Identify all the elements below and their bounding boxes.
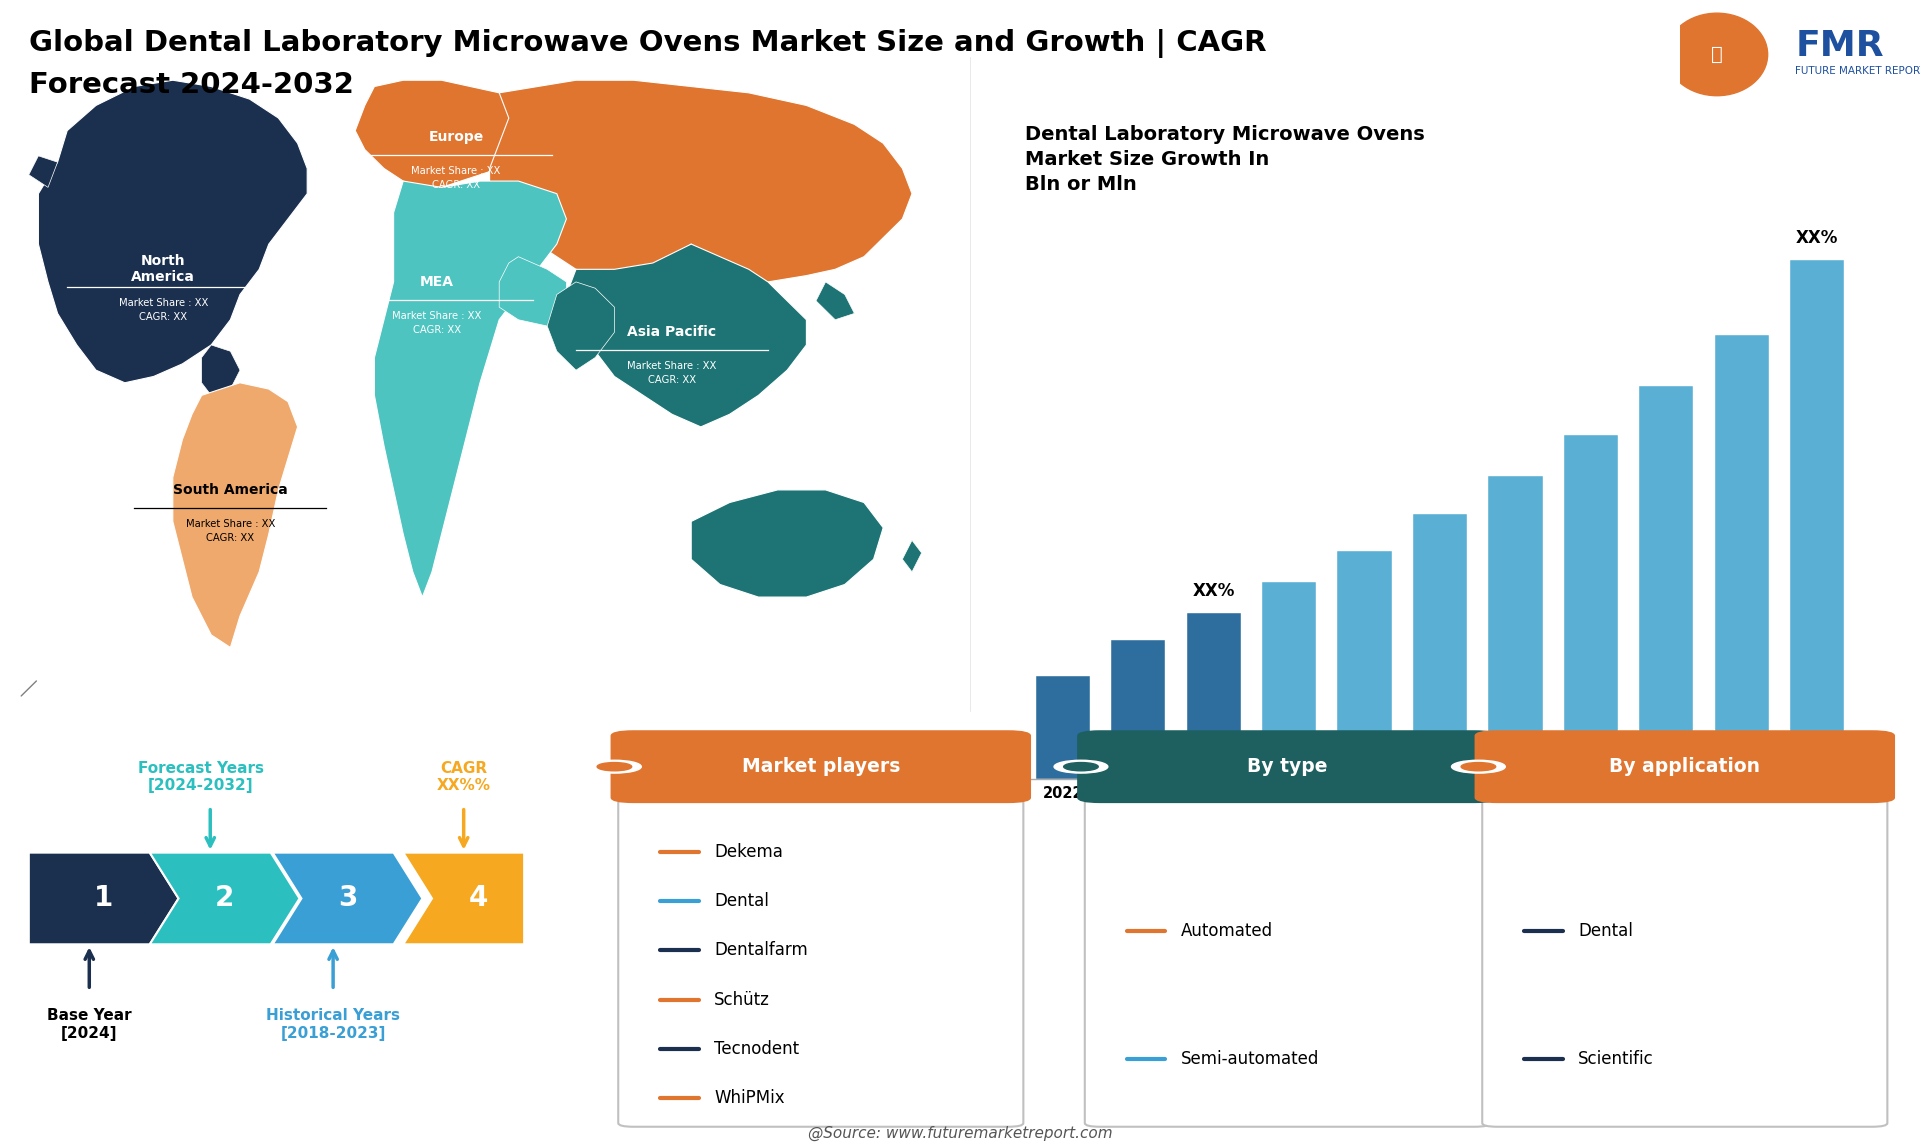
Circle shape <box>1054 760 1108 774</box>
FancyBboxPatch shape <box>1077 730 1498 803</box>
Bar <box>1413 515 1467 779</box>
Polygon shape <box>150 853 300 944</box>
FancyBboxPatch shape <box>611 730 1031 803</box>
Text: Market Share : XX
CAGR: XX: Market Share : XX CAGR: XX <box>411 166 501 190</box>
Polygon shape <box>202 345 240 395</box>
Text: 🔬: 🔬 <box>1711 45 1722 64</box>
Text: Dental: Dental <box>1578 921 1634 940</box>
Text: XX%: XX% <box>1192 582 1235 599</box>
Polygon shape <box>173 383 298 647</box>
Text: CAGR
XX%%: CAGR XX%% <box>436 761 492 793</box>
Polygon shape <box>902 540 922 572</box>
Text: MEA: MEA <box>420 275 453 289</box>
Text: Tecnodent: Tecnodent <box>714 1041 799 1058</box>
Text: 2: 2 <box>215 885 234 912</box>
Text: Base Year
[2024]: Base Year [2024] <box>46 1008 132 1041</box>
Polygon shape <box>29 853 179 944</box>
Polygon shape <box>566 244 806 426</box>
Text: Dekema: Dekema <box>714 842 783 861</box>
Text: Market Share : XX
CAGR: XX: Market Share : XX CAGR: XX <box>628 361 716 385</box>
Circle shape <box>588 760 641 774</box>
Text: FUTURE MARKET REPORT: FUTURE MARKET REPORT <box>1795 66 1920 77</box>
Text: Dental Laboratory Microwave Ovens
Market Size Growth In
Bln or Mln: Dental Laboratory Microwave Ovens Market… <box>1025 125 1425 194</box>
Text: FMR: FMR <box>1795 29 1884 63</box>
Text: Schütz: Schütz <box>714 990 770 1008</box>
Bar <box>1338 551 1392 779</box>
Text: Global Dental Laboratory Microwave Ovens Market Size and Growth | CAGR: Global Dental Laboratory Microwave Ovens… <box>29 29 1267 57</box>
Text: 4: 4 <box>468 885 488 912</box>
Bar <box>1261 582 1317 779</box>
Text: Automated: Automated <box>1181 921 1273 940</box>
Text: Scientific: Scientific <box>1578 1050 1653 1068</box>
Text: Market Share : XX
CAGR: XX: Market Share : XX CAGR: XX <box>119 298 207 322</box>
FancyBboxPatch shape <box>618 799 1023 1127</box>
Polygon shape <box>490 80 912 282</box>
Bar <box>1715 335 1768 779</box>
Polygon shape <box>816 282 854 320</box>
FancyBboxPatch shape <box>1475 730 1895 803</box>
Text: Historical Years
[2018-2023]: Historical Years [2018-2023] <box>267 1008 399 1041</box>
Bar <box>1112 641 1165 779</box>
FancyBboxPatch shape <box>1085 799 1490 1127</box>
Text: XX%: XX% <box>1795 229 1837 248</box>
FancyBboxPatch shape <box>1482 799 1887 1127</box>
Polygon shape <box>403 853 524 944</box>
Text: South America: South America <box>173 482 288 497</box>
Text: 3: 3 <box>338 885 357 912</box>
Text: Market Share : XX
CAGR: XX: Market Share : XX CAGR: XX <box>392 311 482 335</box>
Text: North
America: North America <box>131 254 196 284</box>
Polygon shape <box>374 181 566 597</box>
Bar <box>1789 260 1845 779</box>
Text: By application: By application <box>1609 758 1761 776</box>
Text: @Source: www.futuremarketreport.com: @Source: www.futuremarketreport.com <box>808 1127 1112 1141</box>
Circle shape <box>1452 760 1505 774</box>
Text: 1: 1 <box>94 885 113 912</box>
Text: Market players: Market players <box>741 758 900 776</box>
Circle shape <box>1461 762 1496 771</box>
Polygon shape <box>691 490 883 597</box>
Text: Forecast Years
[2024-2032]: Forecast Years [2024-2032] <box>138 761 263 793</box>
Text: Dentalfarm: Dentalfarm <box>714 941 808 959</box>
Bar <box>1187 613 1240 779</box>
Bar <box>1640 386 1693 779</box>
Bar <box>1563 434 1619 779</box>
Text: Forecast 2024-2032: Forecast 2024-2032 <box>29 71 353 99</box>
Circle shape <box>597 762 632 771</box>
Text: Dental: Dental <box>714 892 770 910</box>
Text: Semi-automated: Semi-automated <box>1181 1050 1319 1068</box>
Text: By type: By type <box>1248 758 1327 776</box>
Bar <box>1488 476 1542 779</box>
Circle shape <box>1667 14 1768 95</box>
Text: Europe: Europe <box>428 129 484 144</box>
Polygon shape <box>547 282 614 370</box>
Bar <box>1035 676 1091 779</box>
Polygon shape <box>29 156 58 188</box>
Text: Asia Pacific: Asia Pacific <box>628 325 716 339</box>
Polygon shape <box>38 80 307 383</box>
Text: WhiPMix: WhiPMix <box>714 1090 785 1107</box>
Text: Market Share : XX
CAGR: XX: Market Share : XX CAGR: XX <box>186 519 275 543</box>
Polygon shape <box>355 80 547 188</box>
Polygon shape <box>273 853 422 944</box>
Polygon shape <box>499 257 566 325</box>
Circle shape <box>1064 762 1098 771</box>
